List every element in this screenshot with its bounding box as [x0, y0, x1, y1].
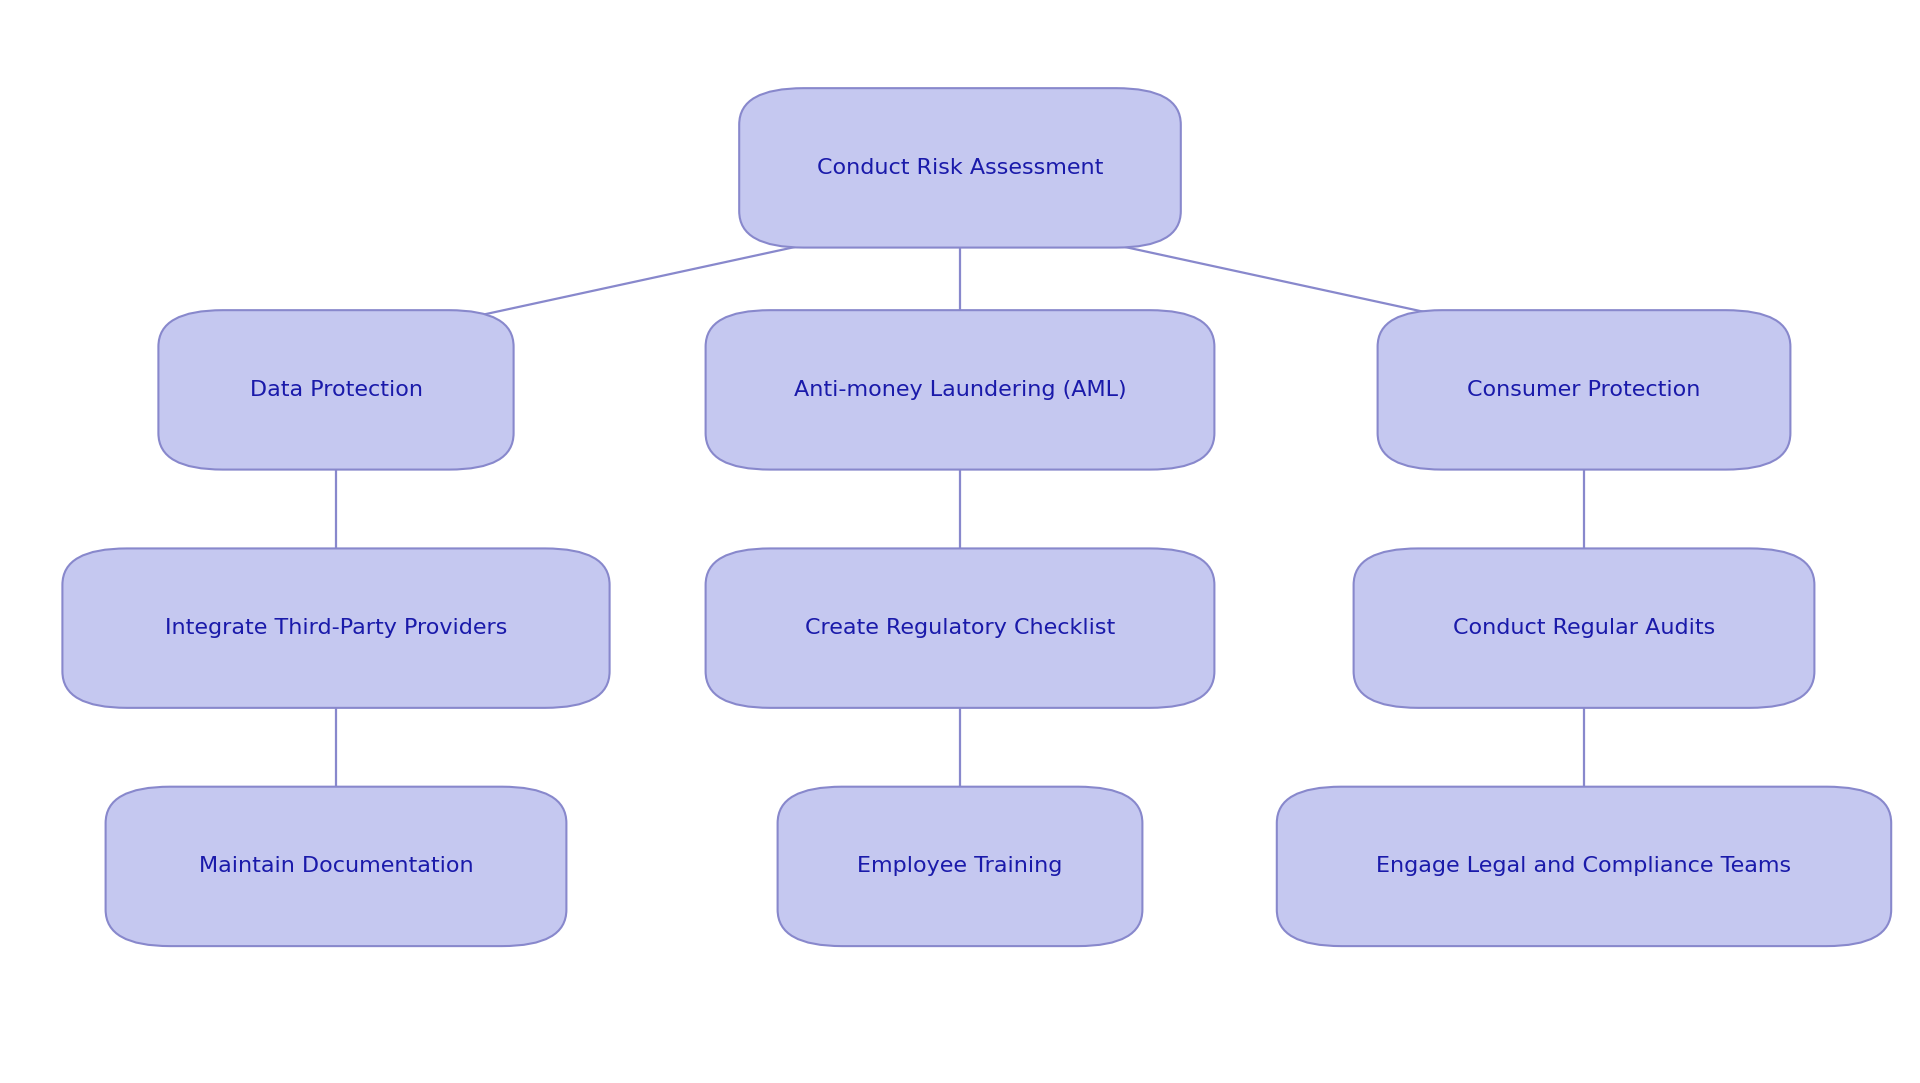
FancyBboxPatch shape: [157, 310, 513, 470]
FancyBboxPatch shape: [1377, 310, 1789, 470]
Text: Engage Legal and Compliance Teams: Engage Legal and Compliance Teams: [1377, 857, 1791, 876]
Text: Anti-money Laundering (AML): Anti-money Laundering (AML): [793, 380, 1127, 400]
Text: Integrate Third-Party Providers: Integrate Third-Party Providers: [165, 618, 507, 638]
FancyBboxPatch shape: [739, 88, 1181, 248]
FancyBboxPatch shape: [1354, 548, 1814, 708]
Text: Maintain Documentation: Maintain Documentation: [198, 857, 474, 876]
FancyBboxPatch shape: [1277, 786, 1891, 947]
FancyBboxPatch shape: [778, 786, 1142, 947]
FancyBboxPatch shape: [707, 548, 1215, 708]
Text: Conduct Regular Audits: Conduct Regular Audits: [1453, 618, 1715, 638]
FancyBboxPatch shape: [61, 548, 609, 708]
FancyBboxPatch shape: [707, 310, 1215, 470]
Text: Create Regulatory Checklist: Create Regulatory Checklist: [804, 618, 1116, 638]
Text: Data Protection: Data Protection: [250, 380, 422, 400]
FancyBboxPatch shape: [106, 786, 566, 947]
Text: Conduct Risk Assessment: Conduct Risk Assessment: [816, 158, 1104, 178]
Text: Consumer Protection: Consumer Protection: [1467, 380, 1701, 400]
Text: Employee Training: Employee Training: [858, 857, 1062, 876]
